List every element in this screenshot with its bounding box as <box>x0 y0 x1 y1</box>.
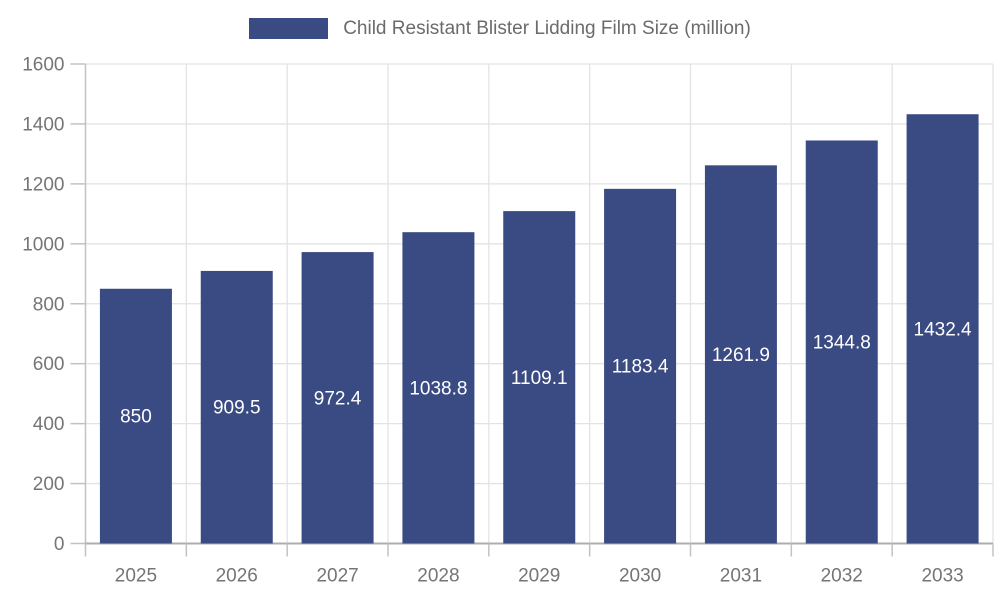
y-tick-label-800: 800 <box>33 294 65 315</box>
bar-value-label-2031: 1261.9 <box>712 345 770 366</box>
bar-2028 <box>402 232 475 544</box>
bar-2027 <box>301 252 374 544</box>
y-tick-label-0: 0 <box>54 534 65 555</box>
bar-value-label-2029: 1109.1 <box>511 368 568 389</box>
y-tick-label-200: 200 <box>33 474 65 495</box>
bar-value-label-2027: 972.4 <box>314 388 362 409</box>
bar-2033 <box>906 114 979 544</box>
x-tick-label-2028: 2028 <box>417 566 459 587</box>
y-tick-label-600: 600 <box>33 354 65 375</box>
bar-2026 <box>200 270 273 544</box>
y-tick-label-1600: 1600 <box>22 55 64 76</box>
x-tick-label-2029: 2029 <box>518 566 560 587</box>
legend-label: Child Resistant Blister Lidding Film Siz… <box>343 18 751 39</box>
bar-2025 <box>99 288 172 544</box>
bar-value-label-2026: 909.5 <box>213 398 261 419</box>
y-tick-label-1400: 1400 <box>22 114 64 135</box>
bar-2031 <box>704 165 777 544</box>
x-tick-label-2027: 2027 <box>316 566 358 587</box>
x-tick-label-2026: 2026 <box>216 566 258 587</box>
y-tick-label-1000: 1000 <box>22 234 64 255</box>
x-tick-label-2030: 2030 <box>619 566 661 587</box>
legend: Child Resistant Blister Lidding Film Siz… <box>0 18 1000 39</box>
x-tick-label-2025: 2025 <box>115 566 157 587</box>
bar-value-label-2028: 1038.8 <box>409 378 467 399</box>
y-tick-label-400: 400 <box>33 414 65 435</box>
x-tick-label-2031: 2031 <box>720 566 762 587</box>
bar-value-label-2030: 1183.4 <box>612 357 669 378</box>
bar-2029 <box>503 211 576 544</box>
legend-item[interactable]: Child Resistant Blister Lidding Film Siz… <box>249 18 751 39</box>
bar-value-label-2033: 1432.4 <box>914 319 973 340</box>
y-tick-label-1200: 1200 <box>22 174 64 195</box>
x-tick-label-2032: 2032 <box>821 566 863 587</box>
bar-value-label-2032: 1344.8 <box>813 332 871 353</box>
bar-2032 <box>805 140 878 544</box>
legend-swatch <box>249 18 329 39</box>
bar-2030 <box>604 188 677 544</box>
x-tick-label-2033: 2033 <box>921 566 963 587</box>
bar-value-label-2025: 850 <box>120 407 152 428</box>
